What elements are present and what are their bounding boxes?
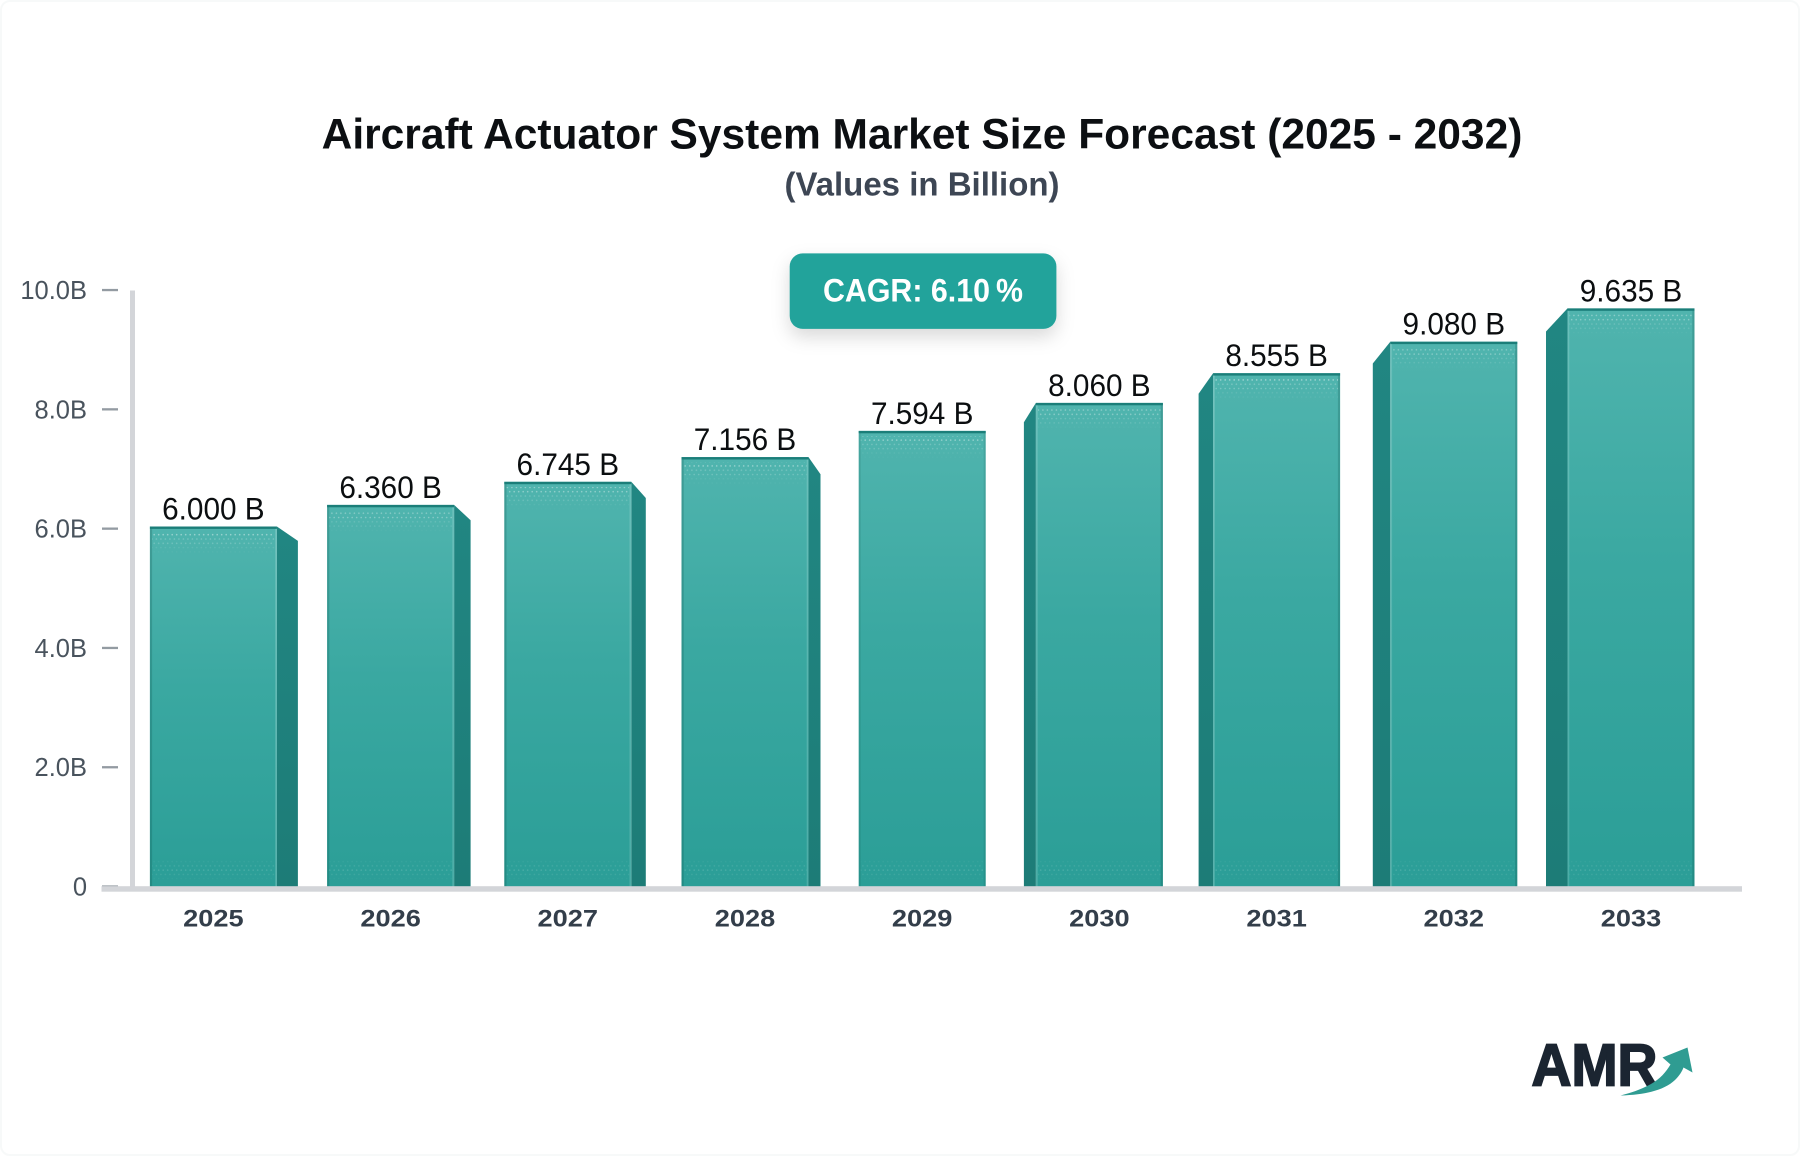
svg-text:9.080 B: 9.080 B [1403,306,1506,342]
svg-text:8.0B: 8.0B [35,396,87,424]
svg-text:7.594 B: 7.594 B [871,395,974,431]
svg-text:8.555 B: 8.555 B [1225,337,1328,373]
svg-text:CAGR: 6.10 %: CAGR: 6.10 % [823,273,1023,309]
svg-text:10.0B: 10.0B [20,277,87,305]
svg-text:(Values in Billion): (Values in Billion) [784,166,1059,203]
svg-text:2033: 2033 [1601,906,1662,933]
svg-text:2031: 2031 [1246,906,1307,933]
svg-text:2026: 2026 [360,906,421,933]
svg-text:0: 0 [73,874,87,902]
svg-text:2032: 2032 [1424,906,1485,933]
svg-text:2028: 2028 [715,906,776,933]
svg-text:2029: 2029 [892,906,953,933]
svg-text:8.060 B: 8.060 B [1048,367,1151,403]
svg-text:6.745 B: 6.745 B [517,446,620,482]
svg-text:2030: 2030 [1069,906,1130,933]
svg-text:AMR: AMR [1532,1033,1658,1099]
svg-text:7.156 B: 7.156 B [694,421,797,457]
svg-text:9.635 B: 9.635 B [1580,272,1683,308]
svg-text:2027: 2027 [538,906,599,933]
svg-text:6.0B: 6.0B [35,516,87,544]
svg-text:2.0B: 2.0B [35,754,87,782]
svg-text:6.000 B: 6.000 B [162,491,265,527]
svg-text:6.360 B: 6.360 B [339,469,442,505]
svg-text:4.0B: 4.0B [35,635,87,663]
svg-text:Aircraft Actuator System Marke: Aircraft Actuator System Market Size For… [322,112,1523,159]
svg-text:2025: 2025 [183,906,244,933]
